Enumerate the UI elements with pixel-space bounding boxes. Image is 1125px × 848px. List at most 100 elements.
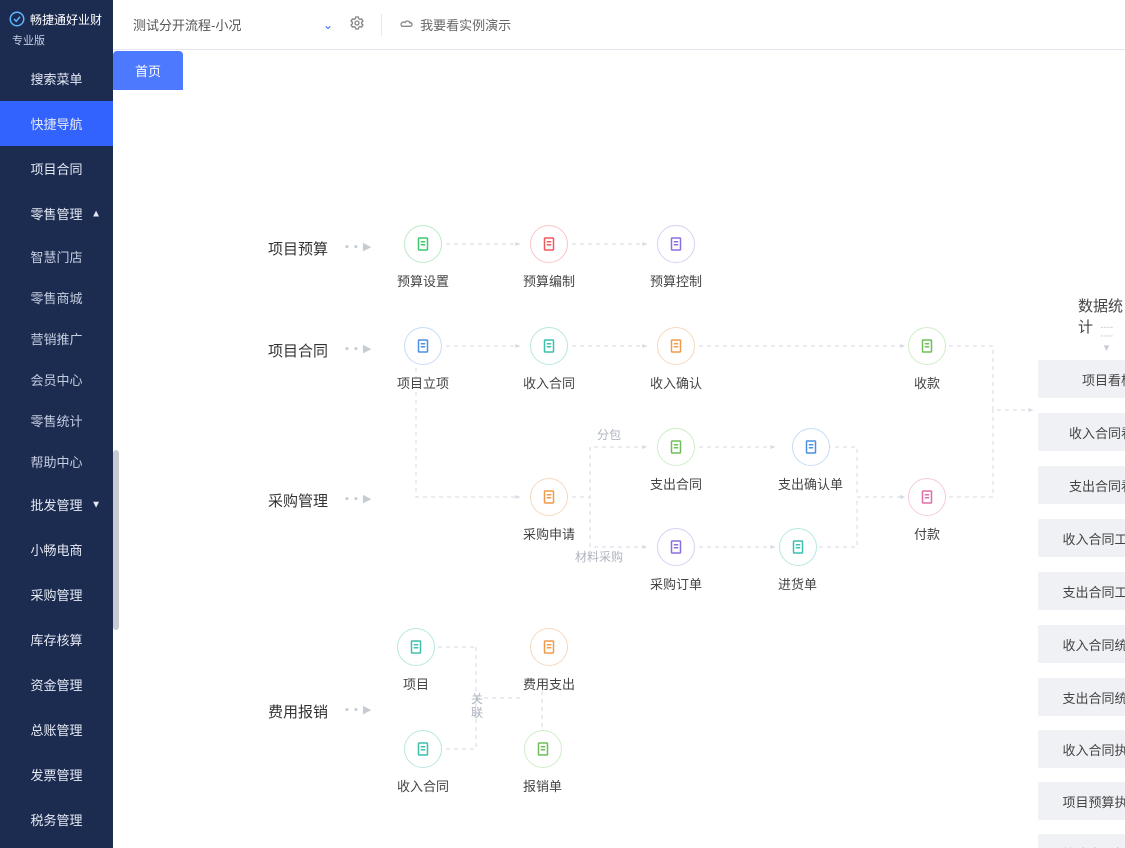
flow-node-purchase-order[interactable]: 采购订单 [650,528,702,593]
stats-button[interactable]: 预算成本分析对比表 [1038,834,1125,848]
sidebar-item[interactable]: 零售商城 [0,277,113,318]
reveal-arrow-icon: ▪ ▪ ▶ [345,703,372,716]
node-icon [657,327,695,365]
divider [381,14,382,36]
sidebar-item[interactable]: 搜索菜单 [0,56,113,101]
workspace-dropdown[interactable]: 测试分开流程-小况 ⌄ [133,15,333,34]
flow-annotation: 联 [471,704,483,721]
node-label: 收入合同 [523,373,575,392]
node-icon [404,730,442,768]
sidebar-item[interactable]: 资金管理 [0,662,113,707]
sidebar-item[interactable]: 零售统计 [0,400,113,441]
node-label: 预算设置 [397,271,449,290]
node-label: 收入合同 [397,776,449,795]
node-icon [908,327,946,365]
tab-label: 首页 [135,64,161,79]
sidebar-item[interactable]: 采购管理 [0,572,113,617]
stats-button[interactable]: 收入合同统计表 [1038,625,1125,663]
node-icon [657,528,695,566]
node-label: 预算编制 [523,271,575,290]
node-label: 采购申请 [523,524,575,543]
node-label: 报销单 [523,776,562,795]
node-icon [657,225,695,263]
flow-annotation: 材料采购 [575,548,623,565]
demo-link-label: 我要看实例演示 [420,15,511,34]
node-icon [530,327,568,365]
sidebar-item[interactable]: 智慧门店 [0,236,113,277]
sidebar-item[interactable]: 快捷导航 [0,101,113,146]
sidebar: 畅捷通好业财 专业版 搜索菜单快捷导航项目合同零售管理▲智慧门店零售商城营销推广… [0,0,113,848]
tab-home[interactable]: 首页 [113,51,183,90]
node-label: 费用支出 [523,674,575,693]
stats-button[interactable]: 支出合同工作台 [1038,572,1125,610]
flow-canvas: 项目预算项目合同采购管理费用报销▪ ▪ ▶▪ ▪ ▶▪ ▪ ▶▪ ▪ ▶预算设置… [113,90,1125,848]
demo-link[interactable]: 我要看实例演示 [398,15,511,34]
node-icon [404,225,442,263]
flow-node-proj-init[interactable]: 项目立项 [397,327,449,392]
flow-node-expend-contract[interactable]: 支出合同 [650,428,702,493]
node-label: 支出合同 [650,474,702,493]
node-label: 项目 [403,674,429,693]
topbar: 测试分开流程-小况 ⌄ 我要看实例演示 [113,0,1125,50]
flow-node-pay[interactable]: 付款 [908,478,946,543]
sidebar-item[interactable]: 项目合同 [0,146,113,191]
stats-arrow-icon: ┊┊▾ [1100,324,1113,356]
flow-node-income-contract2[interactable]: 收入合同 [397,730,449,795]
flow-node-budget-make[interactable]: 预算编制 [523,225,575,290]
flow-node-receive[interactable]: 收款 [908,327,946,392]
section-label: 费用报销 [268,701,328,722]
brand: 畅捷通好业财 [0,0,113,32]
brand-edition: 专业版 [0,32,113,56]
node-label: 采购订单 [650,574,702,593]
sidebar-item[interactable]: 批发管理▼ [0,482,113,527]
flow-node-budget-setup[interactable]: 预算设置 [397,225,449,290]
cloud-icon [398,17,414,33]
node-label: 收款 [914,373,940,392]
stats-button[interactable]: 项目看板 [1038,360,1125,398]
node-label: 预算控制 [650,271,702,290]
flow-connectors [113,90,1125,848]
brand-logo-icon [8,10,26,28]
stats-button[interactable]: 项目预算执行表 [1038,782,1125,820]
flow-node-reimburse[interactable]: 报销单 [523,730,562,795]
stats-button[interactable]: 收入合同工作台 [1038,519,1125,557]
flow-node-expense-out[interactable]: 费用支出 [523,628,575,693]
sidebar-item[interactable]: 税务管理 [0,797,113,842]
node-label: 进货单 [778,574,817,593]
chevron-icon: ▲ [91,208,101,219]
node-icon [524,730,562,768]
content: 项目预算项目合同采购管理费用报销▪ ▪ ▶▪ ▪ ▶▪ ▪ ▶▪ ▪ ▶预算设置… [113,90,1125,848]
flow-node-income-confirm[interactable]: 收入确认 [650,327,702,392]
node-icon [530,478,568,516]
stats-button[interactable]: 支出合同统计表 [1038,678,1125,716]
node-icon [404,327,442,365]
sidebar-item[interactable]: 发票管理 [0,752,113,797]
flow-annotation: 分包 [597,426,621,443]
node-icon [530,628,568,666]
stats-button[interactable]: 收入合同执行表 [1038,730,1125,768]
sidebar-item[interactable]: 营销推广 [0,318,113,359]
flow-node-stock-in[interactable]: 进货单 [778,528,817,593]
stats-button[interactable]: 收入合同看板 [1038,413,1125,451]
sidebar-scrollbar[interactable] [113,50,119,848]
scrollbar-thumb[interactable] [113,450,119,630]
reveal-arrow-icon: ▪ ▪ ▶ [345,342,372,355]
sidebar-item[interactable]: 总账管理 [0,707,113,752]
stats-button[interactable]: 支出合同看板 [1038,466,1125,504]
node-icon [657,428,695,466]
flow-node-income-contract[interactable]: 收入合同 [523,327,575,392]
flow-node-budget-ctrl[interactable]: 预算控制 [650,225,702,290]
node-icon [908,478,946,516]
flow-node-purchase-req[interactable]: 采购申请 [523,478,575,543]
settings-button[interactable] [349,15,365,34]
node-icon [779,528,817,566]
sidebar-item[interactable]: 会员中心 [0,359,113,400]
flow-node-proj2[interactable]: 项目 [397,628,435,693]
flow-node-expend-confirm[interactable]: 支出确认单 [778,428,843,493]
sidebar-item[interactable]: 小畅电商 [0,527,113,572]
workspace-dropdown-label: 测试分开流程-小况 [133,15,313,34]
sidebar-item[interactable]: 帮助中心 [0,441,113,482]
main: 测试分开流程-小况 ⌄ 我要看实例演示 首页 项目预算项目合同采购管理费用报销▪… [113,0,1125,848]
sidebar-item[interactable]: 零售管理▲ [0,191,113,236]
sidebar-item[interactable]: 库存核算 [0,617,113,662]
